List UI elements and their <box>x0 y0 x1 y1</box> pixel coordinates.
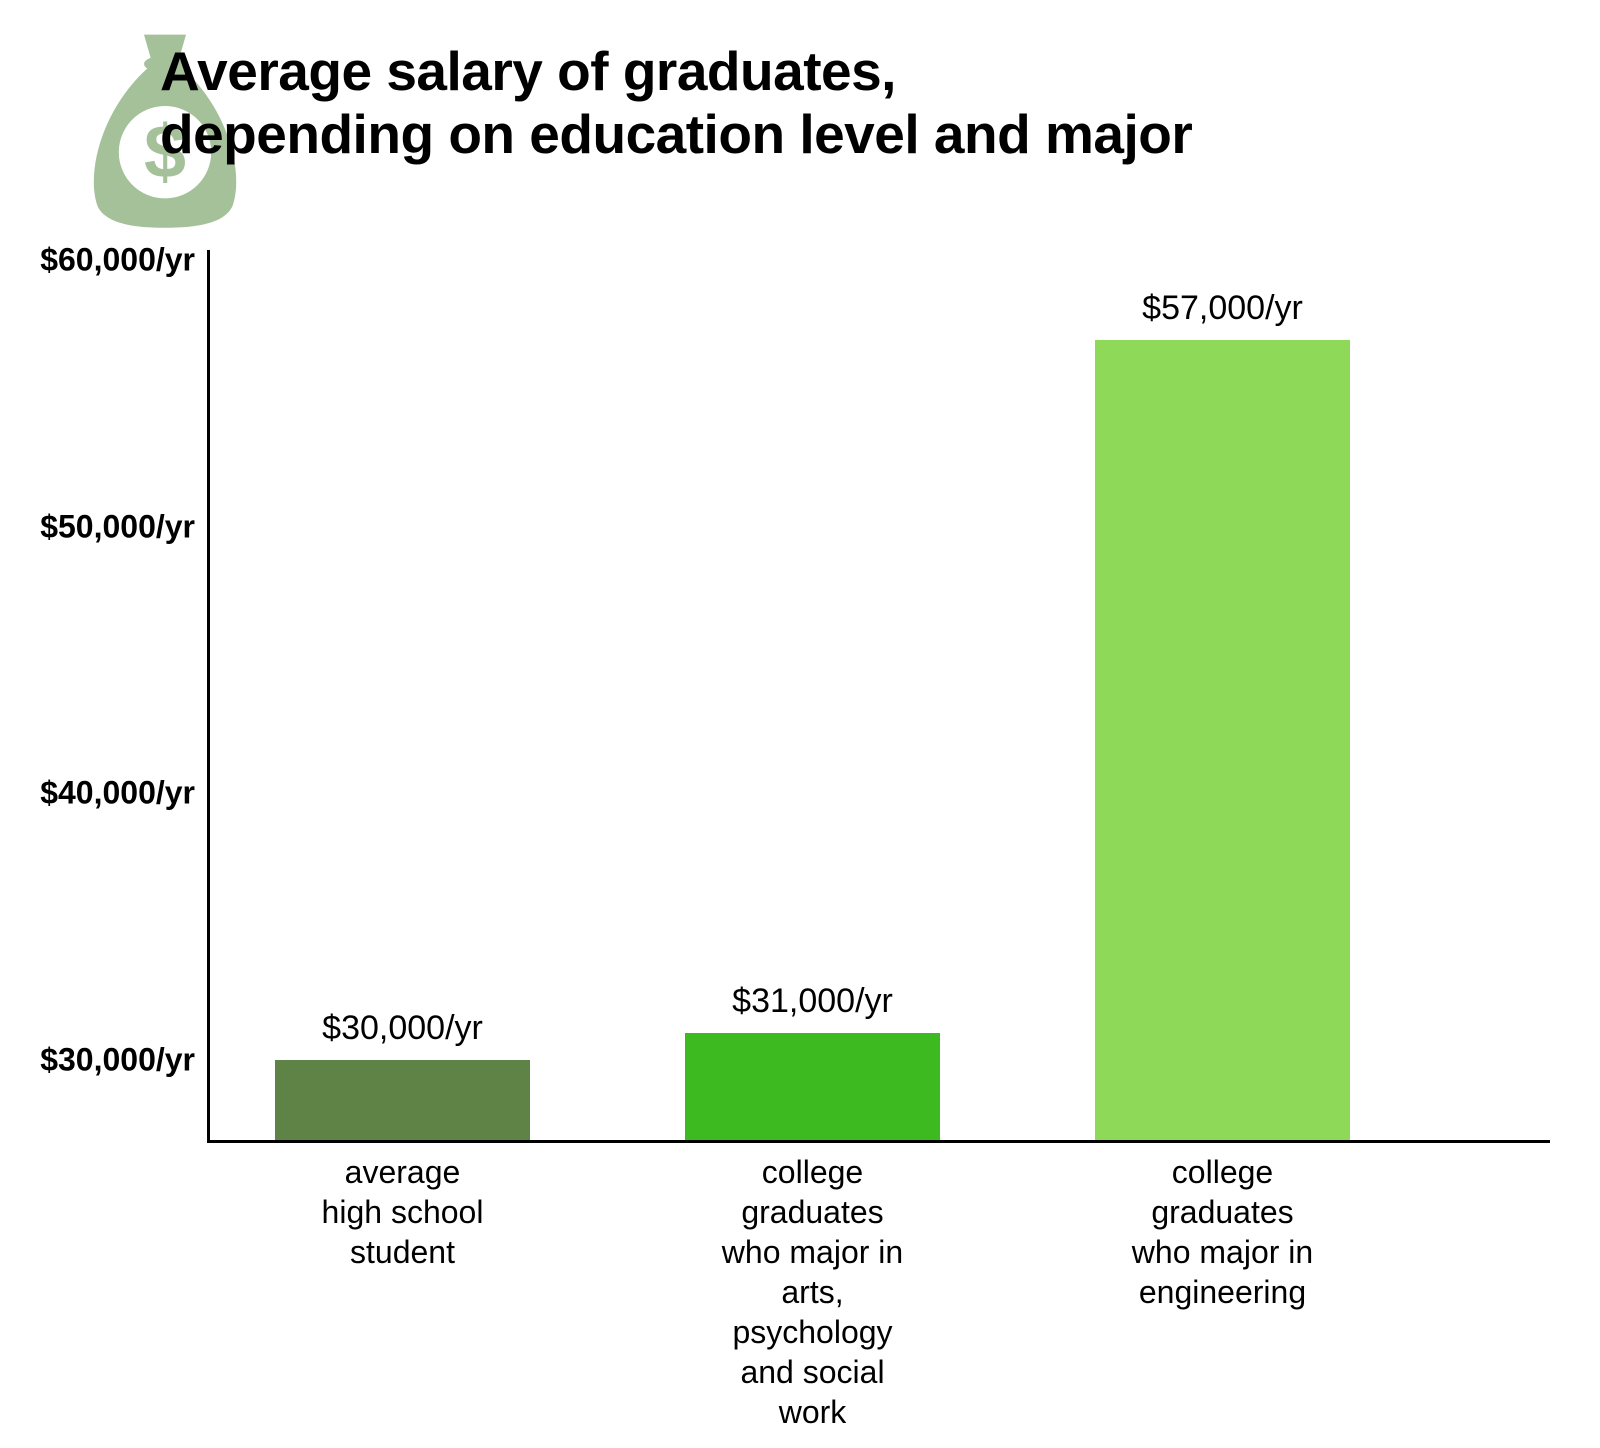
x-tick-label: averagehigh schoolstudent <box>245 1152 560 1272</box>
chart-title-line1: Average salary of graduates, <box>160 40 1560 103</box>
x-tick-label: collegegraduateswho major inarts,psychol… <box>655 1152 970 1432</box>
bar <box>275 1060 530 1140</box>
salary-bar-chart: $30,000/yr $40,000/yr $50,000/yr $60,000/yr… <box>0 240 1600 1420</box>
bar-slot: $30,000/yr <box>275 260 530 1140</box>
bars-container: $30,000/yr $31,000/yr $57,000/yr <box>210 260 1550 1140</box>
bar-value-label: $30,000/yr <box>322 1009 483 1054</box>
plot-area: $30,000/yr $31,000/yr $57,000/yr <box>210 260 1550 1140</box>
chart-header: $ Average salary of graduates, depending… <box>65 40 1560 167</box>
y-tick-label: $50,000/yr <box>40 508 195 545</box>
y-tick-label: $30,000/yr <box>40 1042 195 1079</box>
y-tick-label: $60,000/yr <box>40 242 195 279</box>
chart-title: Average salary of graduates, depending o… <box>160 40 1560 167</box>
y-axis-labels: $30,000/yr $40,000/yr $50,000/yr $60,000/yr <box>0 240 195 1420</box>
chart-title-line2: depending on education level and major <box>160 103 1560 166</box>
y-tick-label: $40,000/yr <box>40 775 195 812</box>
bar-value-label: $57,000/yr <box>1142 289 1303 334</box>
bar <box>685 1033 940 1140</box>
bar <box>1095 340 1350 1140</box>
x-axis-line <box>207 1140 1550 1143</box>
bar-value-label: $31,000/yr <box>732 982 893 1027</box>
x-tick-label: collegegraduateswho major inengineering <box>1065 1152 1380 1312</box>
bar-slot: $31,000/yr <box>685 260 940 1140</box>
bar-slot: $57,000/yr <box>1095 260 1350 1140</box>
